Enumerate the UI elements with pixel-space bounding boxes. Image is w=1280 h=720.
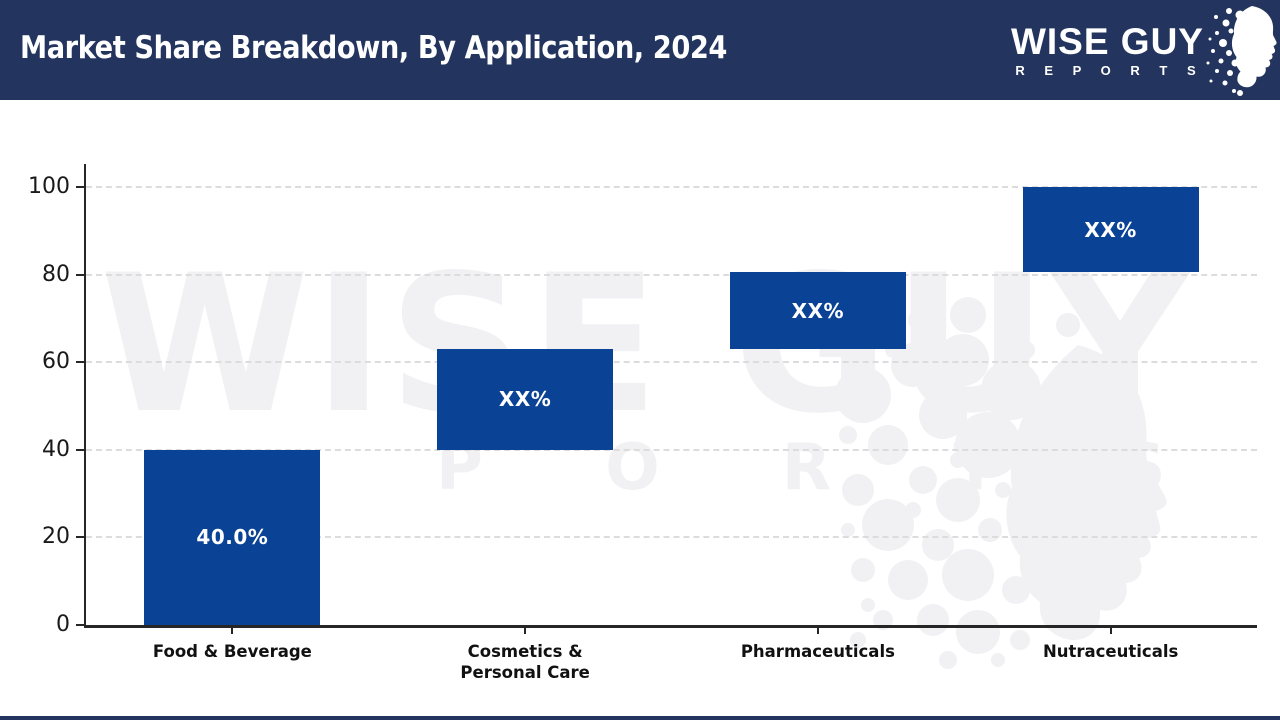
wiseguy-logo: WISE GUY R E P O R T S bbox=[1011, 0, 1280, 100]
y-axis-tick bbox=[76, 536, 84, 539]
bar-value-label: XX% bbox=[1084, 217, 1137, 242]
logo-wordmark: WISE GUY bbox=[1010, 20, 1204, 62]
header: Market Share Breakdown, By Application, … bbox=[0, 0, 1280, 100]
bar-value-label: XX% bbox=[498, 387, 552, 412]
page-title: Market Share Breakdown, By Application, … bbox=[20, 30, 727, 66]
plot-area: 0 20 40 60 80 100 40.0% Food & Beverage XX% Cosme… bbox=[28, 164, 1257, 682]
x-axis-category-label: Pharmaceuticals bbox=[740, 642, 895, 661]
x-axis-tick bbox=[524, 625, 527, 634]
x-axis-category-label: Nutraceuticals bbox=[1042, 642, 1179, 661]
logo-face-icon bbox=[1206, 6, 1277, 96]
y-axis-tick-label: 20 bbox=[42, 524, 70, 550]
gridline-40 bbox=[86, 448, 1257, 451]
gridline-80 bbox=[86, 273, 1257, 276]
x-axis-category-label: Cosmetics & Personal Care bbox=[460, 642, 590, 682]
y-axis-tick bbox=[76, 448, 84, 451]
y-axis-tick-label: 0 bbox=[56, 612, 70, 637]
logo-subtext: R E P O R T S bbox=[1015, 62, 1204, 78]
x-axis-tick bbox=[231, 625, 234, 634]
y-axis-tick bbox=[76, 624, 84, 626]
x-axis-tick bbox=[816, 625, 819, 634]
x-axis-category-label: Food & Beverage bbox=[152, 642, 312, 661]
y-axis-tick-label: 80 bbox=[42, 261, 70, 287]
bar-cosmetics-personal-care: XX% bbox=[437, 349, 614, 450]
footer-bar bbox=[0, 716, 1280, 720]
y-axis-tick-label: 100 bbox=[28, 174, 70, 199]
y-axis-tick-label: 40 bbox=[42, 436, 70, 462]
watermark-head-icon bbox=[835, 297, 1167, 669]
chart-region: WISE GUY P O R T S 0 20 40 60 80 100 bbox=[0, 100, 1280, 716]
bar-nutraceuticals: XX% bbox=[1022, 187, 1199, 273]
gridline-100 bbox=[86, 186, 1257, 188]
logo-text: WISE GUY R E P O R T S bbox=[1011, 23, 1204, 78]
y-axis-tick bbox=[76, 186, 84, 188]
y-axis-tick bbox=[76, 361, 84, 364]
y-axis-tick-label: 60 bbox=[42, 349, 70, 375]
bar-food-beverage: 40.0% bbox=[144, 449, 321, 625]
x-axis-tick bbox=[1109, 625, 1112, 634]
y-axis-tick bbox=[76, 273, 84, 276]
bar-value-label: 40.0% bbox=[196, 525, 269, 550]
gridline-20 bbox=[86, 536, 1257, 539]
gridline-60 bbox=[86, 361, 1257, 364]
bar-value-label: XX% bbox=[791, 298, 845, 323]
bar-pharmaceuticals: XX% bbox=[729, 272, 906, 350]
